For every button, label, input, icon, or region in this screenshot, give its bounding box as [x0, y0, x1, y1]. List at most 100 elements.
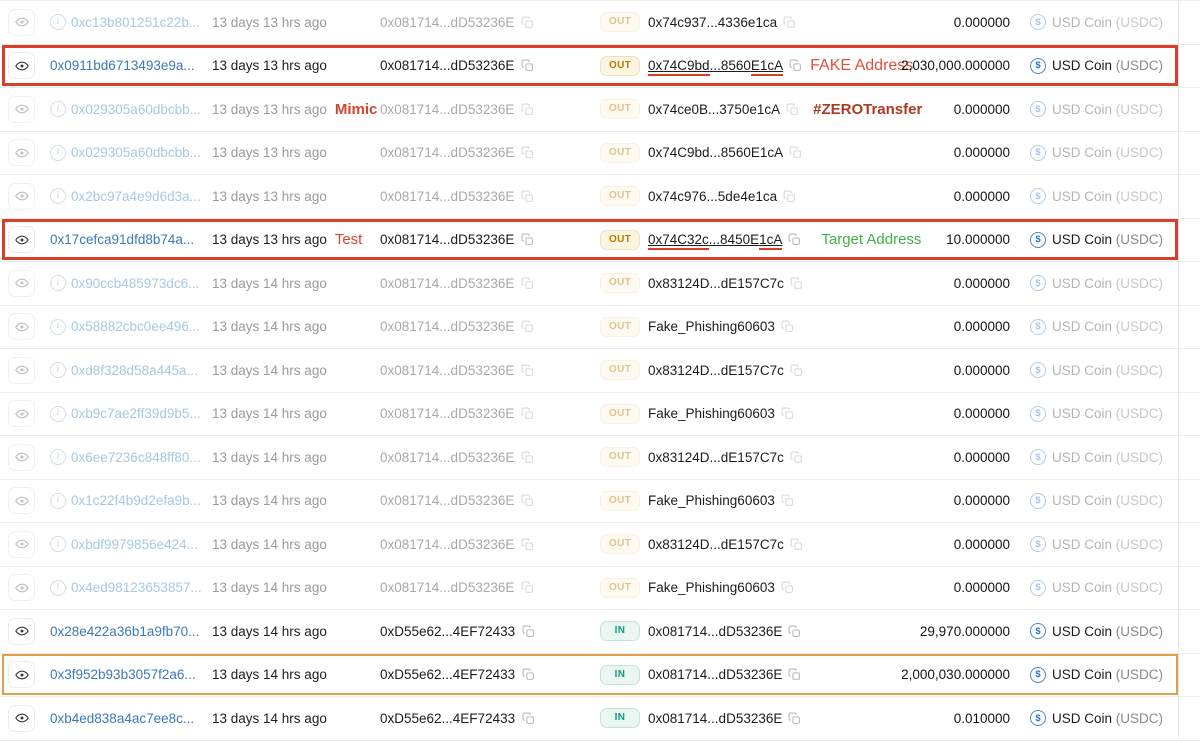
- info-icon[interactable]: i: [50, 492, 66, 509]
- tx-hash-link[interactable]: 0x6ee7236c848ff80...: [71, 449, 201, 465]
- to-address[interactable]: 0x74C32c...8450E1cA: [648, 232, 783, 251]
- tx-hash-link[interactable]: 0x4ed98123653857...: [71, 580, 202, 596]
- tx-hash-link[interactable]: 0xbdf9979856e424...: [71, 536, 198, 552]
- copy-icon[interactable]: [781, 407, 794, 420]
- copy-icon[interactable]: [788, 625, 801, 638]
- tx-hash-link[interactable]: 0x2bc97a4e9d6d3a...: [71, 188, 201, 204]
- tx-hash-link[interactable]: 0x029305a60dbcbb...: [71, 145, 201, 161]
- copy-icon[interactable]: [788, 233, 801, 246]
- token-link[interactable]: USD Coin (USDC): [1052, 624, 1163, 639]
- token-link[interactable]: USD Coin (USDC): [1052, 102, 1163, 117]
- tx-hash-link[interactable]: 0xd8f328d58a445a...: [71, 362, 198, 378]
- to-address[interactable]: 0x74C9bd...8560E1cA: [648, 58, 784, 77]
- tx-hash-link[interactable]: 0xb4ed838a4ac7ee8c...: [50, 710, 195, 726]
- eye-button[interactable]: [8, 313, 35, 341]
- copy-icon[interactable]: [521, 538, 534, 551]
- eye-button[interactable]: [8, 356, 35, 384]
- info-icon[interactable]: i: [50, 405, 66, 422]
- copy-icon[interactable]: [521, 233, 534, 246]
- info-icon[interactable]: i: [50, 579, 66, 596]
- info-icon[interactable]: i: [50, 188, 66, 205]
- copy-icon[interactable]: [788, 712, 801, 725]
- tx-hash-link[interactable]: 0x0911bd6713493e9a...: [50, 58, 195, 74]
- token-link[interactable]: USD Coin (USDC): [1052, 450, 1163, 465]
- to-address[interactable]: Fake_Phishing60603: [648, 580, 775, 595]
- token-link[interactable]: USD Coin (USDC): [1052, 537, 1163, 552]
- copy-icon[interactable]: [521, 364, 534, 377]
- copy-icon[interactable]: [521, 407, 534, 420]
- eye-button[interactable]: [8, 574, 35, 602]
- copy-icon[interactable]: [781, 494, 794, 507]
- token-link[interactable]: USD Coin (USDC): [1052, 363, 1163, 378]
- eye-button[interactable]: [8, 487, 35, 515]
- eye-button[interactable]: [8, 269, 35, 297]
- copy-icon[interactable]: [783, 16, 796, 29]
- copy-icon[interactable]: [522, 625, 535, 638]
- from-address[interactable]: 0xD55e62...4EF72433: [380, 623, 516, 639]
- copy-icon[interactable]: [521, 494, 534, 507]
- tx-hash-link[interactable]: 0x029305a60dbcbb...: [71, 101, 201, 117]
- copy-icon[interactable]: [521, 103, 534, 116]
- tx-hash-link[interactable]: 0x58882cbc0ee496...: [71, 319, 201, 335]
- to-address[interactable]: 0x74C9bd...8560E1cA: [648, 145, 783, 160]
- copy-icon[interactable]: [789, 59, 802, 72]
- eye-button[interactable]: [8, 8, 35, 36]
- token-link[interactable]: USD Coin (USDC): [1052, 232, 1163, 247]
- to-address[interactable]: 0x74ce0B...3750e1cA: [648, 102, 780, 117]
- tx-hash-link[interactable]: 0x17cefca91dfd8b74a...: [50, 232, 195, 248]
- copy-icon[interactable]: [521, 320, 534, 333]
- eye-button[interactable]: [8, 443, 35, 471]
- info-icon[interactable]: i: [50, 14, 66, 31]
- copy-icon[interactable]: [521, 277, 534, 290]
- to-address[interactable]: 0x83124D...dE157C7c: [648, 537, 784, 552]
- token-link[interactable]: USD Coin (USDC): [1052, 58, 1163, 73]
- info-icon[interactable]: i: [50, 449, 66, 466]
- info-icon[interactable]: i: [50, 318, 66, 335]
- copy-icon[interactable]: [522, 668, 535, 681]
- tx-hash-link[interactable]: 0x28e422a36b1a9fb70...: [50, 623, 200, 639]
- copy-icon[interactable]: [521, 451, 534, 464]
- copy-icon[interactable]: [781, 581, 794, 594]
- copy-icon[interactable]: [521, 59, 534, 72]
- copy-icon[interactable]: [521, 581, 534, 594]
- eye-button[interactable]: [8, 52, 35, 80]
- copy-icon[interactable]: [790, 538, 803, 551]
- to-address[interactable]: 0x83124D...dE157C7c: [648, 450, 784, 465]
- token-link[interactable]: USD Coin (USDC): [1052, 406, 1163, 421]
- copy-icon[interactable]: [521, 190, 534, 203]
- tx-hash-link[interactable]: 0x1c22f4b9d2efa9b...: [71, 493, 201, 509]
- eye-button[interactable]: [8, 139, 35, 167]
- info-icon[interactable]: i: [50, 144, 66, 161]
- to-address[interactable]: 0x83124D...dE157C7c: [648, 363, 784, 378]
- to-address[interactable]: Fake_Phishing60603: [648, 406, 775, 421]
- token-link[interactable]: USD Coin (USDC): [1052, 15, 1163, 30]
- to-address[interactable]: Fake_Phishing60603: [648, 319, 775, 334]
- eye-button[interactable]: [8, 661, 35, 689]
- to-address[interactable]: Fake_Phishing60603: [648, 493, 775, 508]
- info-icon[interactable]: i: [50, 101, 66, 118]
- token-link[interactable]: USD Coin (USDC): [1052, 667, 1163, 682]
- to-address[interactable]: 0x74c937...4336e1ca: [648, 15, 777, 30]
- copy-icon[interactable]: [790, 277, 803, 290]
- token-link[interactable]: USD Coin (USDC): [1052, 493, 1163, 508]
- eye-button[interactable]: [8, 617, 35, 645]
- token-link[interactable]: USD Coin (USDC): [1052, 145, 1163, 160]
- tx-hash-link[interactable]: 0xc13b801251c22b...: [71, 14, 201, 30]
- eye-button[interactable]: [8, 182, 35, 210]
- token-link[interactable]: USD Coin (USDC): [1052, 276, 1163, 291]
- copy-icon[interactable]: [790, 451, 803, 464]
- copy-icon[interactable]: [786, 103, 799, 116]
- eye-button[interactable]: [8, 95, 35, 123]
- tx-hash-link[interactable]: 0x3f952b93b3057f2a6...: [50, 667, 196, 683]
- token-link[interactable]: USD Coin (USDC): [1052, 580, 1163, 595]
- from-address[interactable]: 0xD55e62...4EF72433: [380, 710, 516, 726]
- copy-icon[interactable]: [522, 712, 535, 725]
- to-address[interactable]: 0x83124D...dE157C7c: [648, 276, 784, 291]
- token-link[interactable]: USD Coin (USDC): [1052, 189, 1163, 204]
- tx-hash-link[interactable]: 0x90ccb485973dc6...: [71, 275, 200, 291]
- info-icon[interactable]: i: [50, 362, 66, 379]
- copy-icon[interactable]: [783, 190, 796, 203]
- copy-icon[interactable]: [521, 146, 534, 159]
- copy-icon[interactable]: [789, 146, 802, 159]
- eye-button[interactable]: [8, 226, 35, 254]
